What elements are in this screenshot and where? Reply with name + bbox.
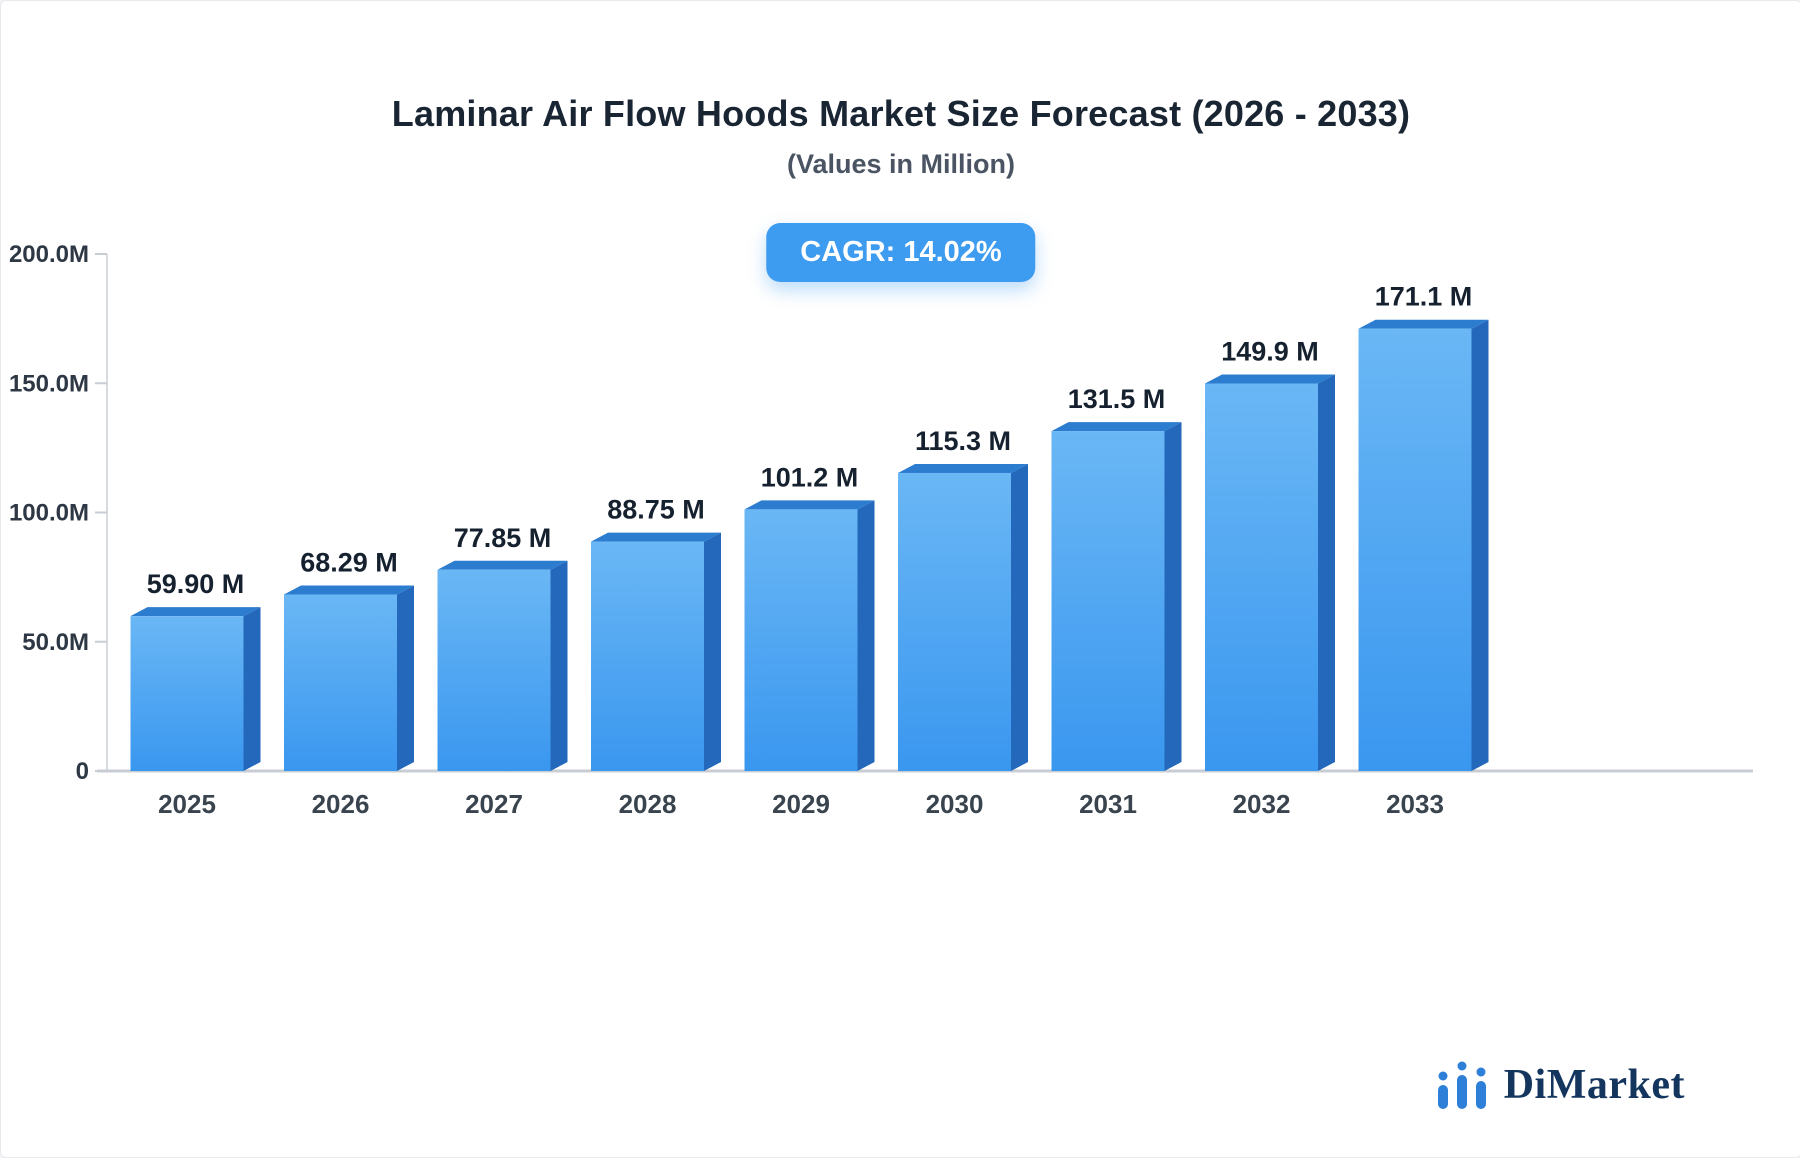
x-axis-label: 2025: [158, 789, 216, 819]
y-axis-tick-label: 200.0M: [9, 241, 89, 268]
bar-value-label: 68.29 M: [300, 547, 398, 577]
dimarket-logo: DiMarket: [1435, 1057, 1685, 1113]
logo-bar: [1456, 1075, 1467, 1109]
y-axis-tick-label: 150.0M: [9, 370, 89, 397]
bar-top-face: [744, 500, 875, 510]
bar-side-face: [1471, 319, 1489, 771]
bar-front-face: [591, 541, 704, 771]
bar-top-face: [1205, 374, 1335, 384]
x-axis-label: 2031: [1079, 789, 1137, 819]
bar-top-face: [1051, 422, 1182, 432]
x-axis-label: 2026: [312, 789, 370, 819]
y-axis-tick-label: 0: [76, 758, 89, 785]
bar-value-label: 101.2 M: [761, 462, 859, 492]
bar-front-face: [284, 594, 397, 771]
bar-2028: 88.75 M 2028: [591, 495, 721, 819]
bar-2026: 68.29 M 2026: [284, 547, 414, 819]
bar-front-face: [744, 509, 858, 771]
x-axis-label: 2029: [772, 789, 830, 819]
x-axis-label: 2032: [1233, 789, 1291, 819]
bar-side-face: [550, 560, 568, 771]
bar-2027: 77.85 M 2027: [437, 523, 568, 819]
bar-2030: 115.3 M 2030: [898, 426, 1028, 819]
bar-front-face: [898, 472, 1011, 771]
bar-top-face: [284, 585, 414, 595]
bar-value-label: 131.5 M: [1068, 384, 1166, 414]
dimarket-logo-icon: [1437, 1061, 1486, 1109]
logo-dot: [1476, 1067, 1486, 1077]
bar-2029: 101.2 M 2029: [744, 462, 875, 819]
bar-top-face: [898, 463, 1028, 473]
bar-side-face: [704, 532, 721, 771]
bar-value-label: 115.3 M: [915, 426, 1011, 456]
logo-dot: [1438, 1071, 1448, 1081]
x-axis-label: 2030: [926, 789, 984, 819]
bar-value-label: 88.75 M: [607, 495, 705, 525]
cagr-badge: CAGR: 14.02%: [766, 223, 1036, 282]
bar-2025: 59.90 M 2025: [130, 569, 261, 819]
x-axis-label: 2027: [465, 789, 523, 819]
bar-front-face: [1358, 328, 1472, 771]
bar-2033: 171.1 M 2033: [1358, 282, 1489, 819]
bar-2031: 131.5 M 2031: [1051, 384, 1182, 819]
bar-front-face: [1205, 383, 1318, 771]
bar-side-face: [243, 607, 261, 771]
bar-top-face: [130, 607, 261, 617]
y-axis-tick-label: 50.0M: [22, 629, 89, 656]
bar-top-face: [1358, 319, 1489, 329]
logo-bar: [1437, 1085, 1448, 1109]
dimarket-logo-text: DiMarket: [1503, 1062, 1685, 1108]
bar-value-label: 77.85 M: [454, 523, 552, 553]
x-axis-label: 2028: [619, 789, 677, 819]
bar-value-label: 59.90 M: [147, 569, 245, 599]
logo-bar: [1475, 1081, 1486, 1109]
bar-front-face: [130, 616, 244, 771]
bar-side-face: [1164, 422, 1182, 771]
chart-subtitle: (Values in Million): [786, 149, 1016, 179]
bar-value-label: 171.1 M: [1375, 282, 1473, 312]
bar-front-face: [1051, 431, 1165, 771]
bar-front-face: [437, 569, 551, 771]
bar-side-face: [857, 500, 875, 771]
bar-2032: 149.9 M 2032: [1205, 337, 1335, 819]
bar-top-face: [591, 532, 721, 542]
bar-top-face: [437, 560, 568, 570]
bar-value-label: 149.9 M: [1221, 337, 1319, 367]
chart-title: Laminar Air Flow Hoods Market Size Forec…: [391, 93, 1411, 134]
bar-side-face: [1318, 374, 1335, 771]
logo-dot: [1457, 1061, 1467, 1071]
y-axis-tick-label: 100.0M: [9, 500, 89, 527]
bar-side-face: [1011, 463, 1028, 771]
x-axis-label: 2033: [1386, 789, 1444, 819]
bar-side-face: [397, 585, 414, 771]
